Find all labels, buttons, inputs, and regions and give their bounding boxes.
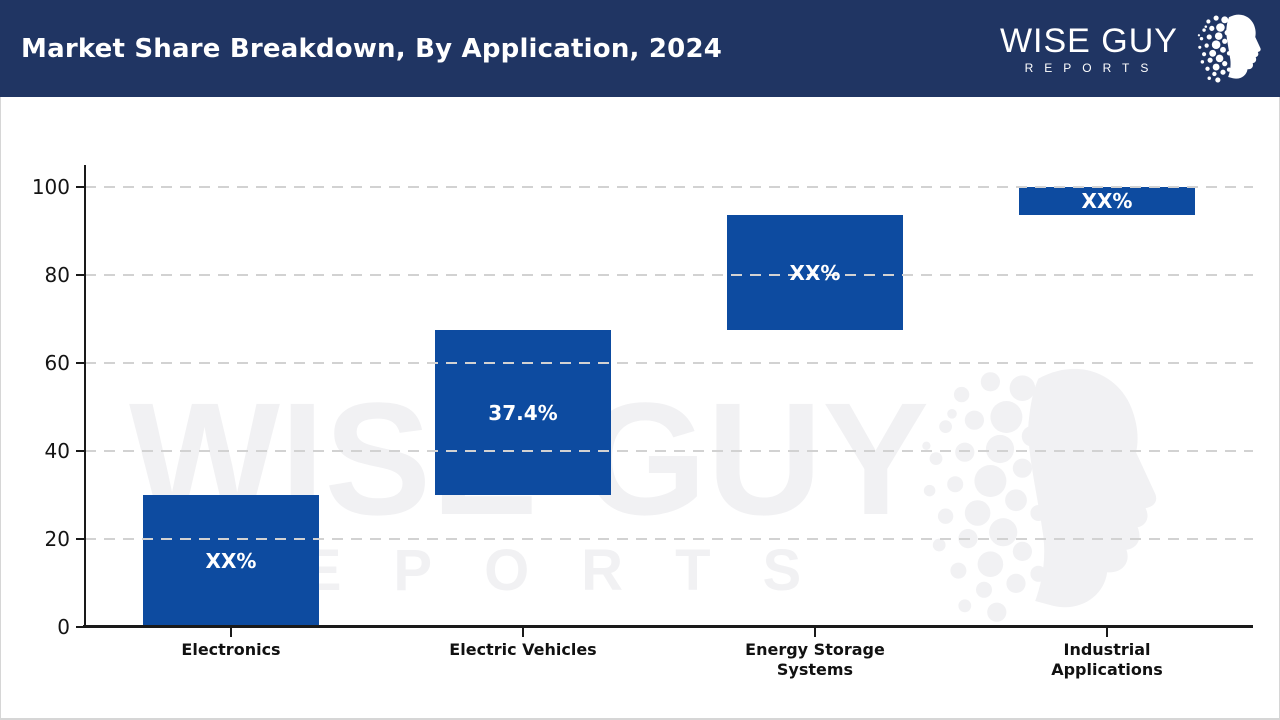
- bar-electric-vehicles: [435, 330, 611, 495]
- x-category-label: Electronics: [181, 640, 281, 659]
- bar-industrial-applications: [1019, 187, 1195, 216]
- bar-value-label: XX%: [1081, 189, 1133, 214]
- header: Market Share Breakdown, By Application, …: [0, 0, 1280, 97]
- y-tick-40: [76, 450, 84, 452]
- bar-value-label: XX%: [205, 549, 257, 573]
- watermark-head-icon: [922, 368, 1157, 622]
- y-tick-80: [76, 274, 84, 276]
- brand-logo: WISE GUY REPORTS: [1000, 7, 1266, 91]
- y-tick-60: [76, 362, 84, 364]
- y-axis-line: [84, 165, 86, 628]
- y-tick-label: 20: [44, 527, 70, 551]
- logo-reports-text: REPORTS: [1024, 60, 1160, 75]
- x-category-label: Energy Storage Systems: [745, 640, 885, 679]
- chart-title: Market Share Breakdown, By Application, …: [21, 33, 723, 64]
- bar-energy-storage-systems: [727, 215, 903, 331]
- bar-value-label: 37.4%: [488, 400, 558, 425]
- bar-value-label: XX%: [789, 260, 841, 285]
- y-tick-label: 0: [57, 615, 70, 639]
- x-tick-3: [814, 628, 816, 637]
- bar-electronics: [143, 495, 319, 627]
- y-tick-label: 80: [44, 263, 70, 287]
- x-category-label: Industrial Applications: [1051, 640, 1163, 679]
- x-axis-line: [83, 625, 1253, 628]
- x-tick-2: [522, 628, 524, 637]
- y-tick-label: 40: [44, 439, 70, 463]
- logo-wiseguy-text: WISE GUY: [999, 21, 1178, 60]
- y-tick-0: [76, 626, 84, 628]
- gridline-100: [85, 186, 1253, 188]
- y-tick-label: 100: [31, 175, 70, 199]
- y-tick-label: 60: [44, 351, 70, 375]
- y-tick-100: [76, 186, 84, 188]
- x-category-label: Electric Vehicles: [449, 640, 597, 659]
- wiseguy-head-icon: [1197, 14, 1261, 83]
- gridline-60: [85, 362, 1253, 364]
- x-tick-1: [230, 628, 232, 637]
- y-tick-20: [76, 538, 84, 540]
- gridline-40: [85, 450, 1253, 452]
- logo-wordmark: WISE GUY REPORTS: [1000, 23, 1178, 75]
- gridline-80: [85, 274, 1253, 276]
- x-tick-4: [1106, 628, 1108, 637]
- gridline-20: [85, 538, 1253, 540]
